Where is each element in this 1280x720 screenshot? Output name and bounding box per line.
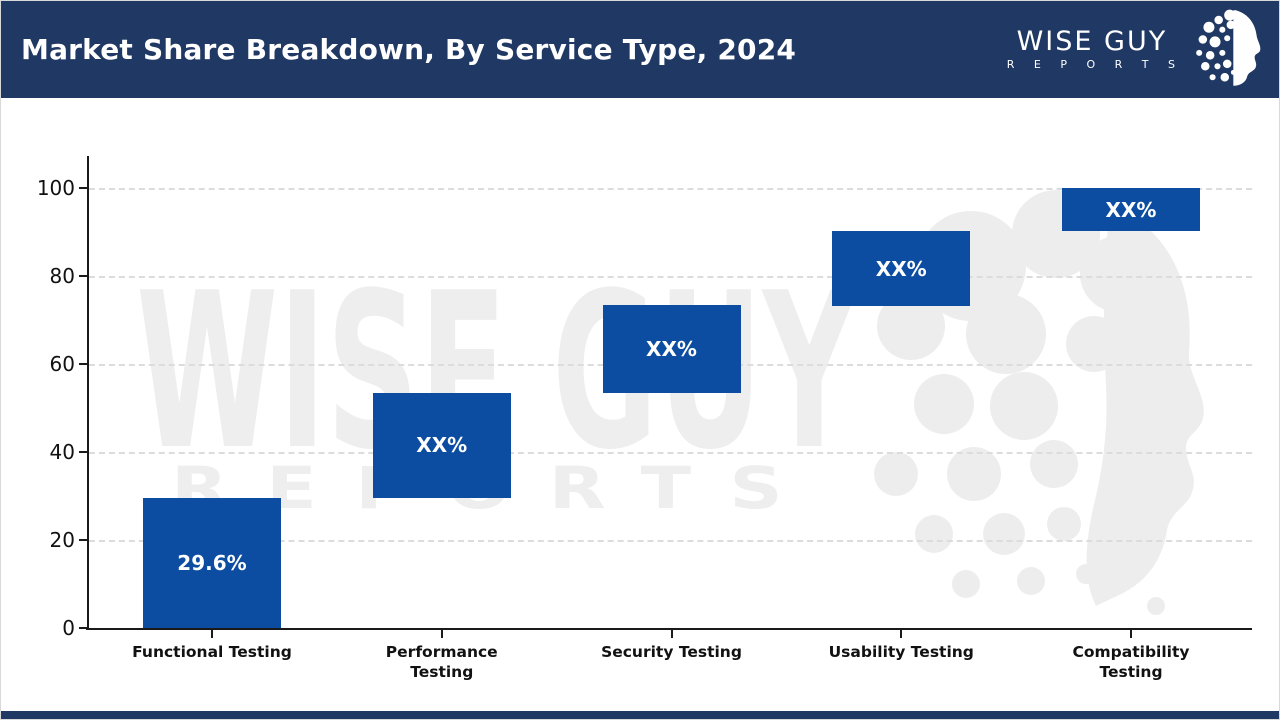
- logo-subtitle: R E P O R T S: [1006, 57, 1183, 71]
- x-axis-tick: [440, 630, 443, 638]
- bar-usability-testing: XX%: [832, 231, 971, 306]
- y-axis-tick-label: 80: [49, 264, 75, 288]
- logo-head-icon: [1189, 9, 1263, 91]
- y-axis-tick: [79, 275, 87, 277]
- y-axis-tick-label: 20: [49, 528, 75, 552]
- x-axis-tick: [211, 630, 213, 638]
- x-axis-tick: [900, 630, 903, 638]
- logo-wordmark: WISE GUY: [1016, 25, 1168, 57]
- y-axis-line: [87, 156, 89, 630]
- bar-value-label: XX%: [646, 337, 697, 362]
- bar-performance-testing: XX%: [372, 393, 511, 498]
- y-axis-tick-label: 100: [36, 176, 75, 200]
- y-axis-tick: [79, 627, 87, 629]
- bar-compatibility-testing: XX%: [1062, 188, 1200, 232]
- gridline-20: [89, 540, 1252, 542]
- x-axis-line: [86, 628, 1252, 630]
- gridline-80: [89, 276, 1252, 278]
- waterfall-chart: 29.6% XX% XX% XX% XX% 0 20 40 60 80 100 Functional …: [1, 98, 1279, 713]
- x-axis-category-label: Security Testing: [601, 643, 742, 661]
- y-axis-tick: [79, 187, 87, 189]
- y-axis-tick: [79, 363, 87, 365]
- y-axis-tick-label: 60: [49, 352, 75, 376]
- page-title: Market Share Breakdown, By Service Type,…: [21, 33, 797, 66]
- bar-value-label: 29.6%: [177, 550, 247, 575]
- bar-value-label: XX%: [416, 433, 468, 458]
- wise-guy-reports-logo: WISE GUY R E P O R T S: [1001, 9, 1263, 91]
- bar-value-label: XX%: [1105, 197, 1157, 222]
- footer-bar: [1, 711, 1279, 719]
- y-axis-tick-label: 0: [62, 616, 75, 640]
- gridline-40: [89, 452, 1252, 454]
- x-axis-category-label: Functional Testing: [132, 643, 292, 661]
- x-axis-category-label: Usability Testing: [828, 643, 974, 661]
- x-axis-tick: [1130, 630, 1132, 638]
- y-axis-tick-label: 40: [49, 440, 75, 464]
- bar-functional-testing: 29.6%: [143, 497, 281, 628]
- y-axis-tick: [79, 451, 87, 453]
- y-axis-tick: [79, 539, 87, 541]
- header-bar: Market Share Breakdown, By Service Type,…: [1, 1, 1279, 98]
- bar-security-testing: XX%: [602, 305, 741, 394]
- gridline-100: [89, 188, 1252, 190]
- logo-text: WISE GUY R E P O R T S: [1001, 25, 1183, 72]
- x-axis-category-label: Compatibility Testing: [1072, 643, 1190, 681]
- x-axis-category-label: Performance Testing: [385, 643, 498, 681]
- bar-value-label: XX%: [875, 256, 927, 281]
- x-axis-tick: [670, 630, 673, 638]
